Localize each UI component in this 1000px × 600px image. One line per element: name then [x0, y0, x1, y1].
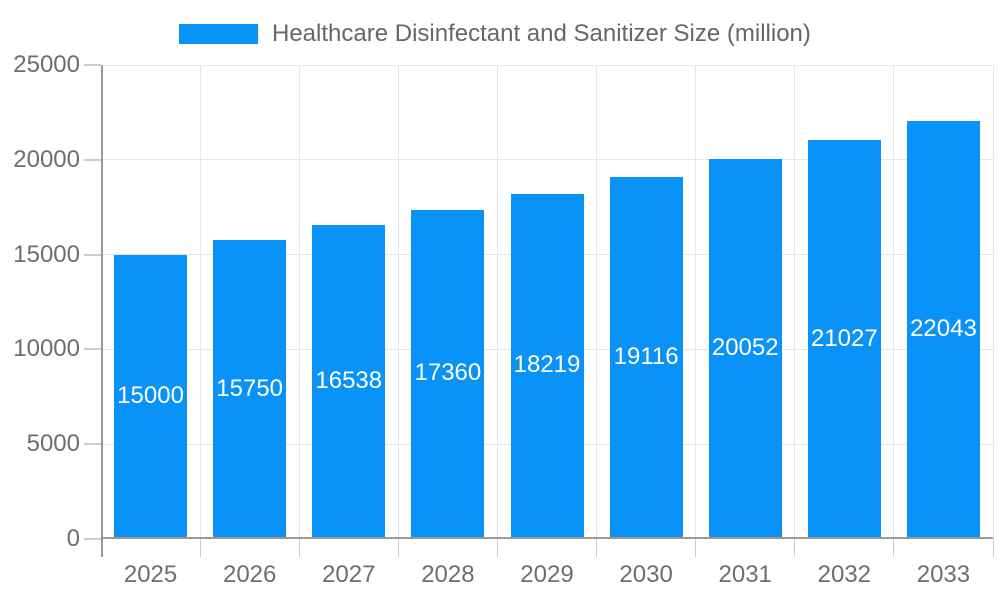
gridline-vertical — [397, 65, 399, 539]
bar-2028[interactable]: 17360 — [411, 209, 485, 537]
legend-item[interactable]: Healthcare Disinfectant and Sanitizer Si… — [179, 22, 811, 46]
gridline-horizontal — [101, 64, 993, 66]
y-axis-tick-label: 15000 — [13, 240, 80, 268]
gridline-vertical — [596, 65, 598, 539]
bar-value-label: 15000 — [117, 381, 184, 409]
x-axis-category-label: 2027 — [322, 561, 376, 588]
gridline-vertical — [199, 65, 201, 539]
plot-area: 0 5000 10000 15000 20000 25000 15000 2025 15750 2… — [13, 51, 994, 588]
y-axis-tick-label: 25000 — [13, 51, 80, 78]
bar-value-label: 16538 — [315, 367, 383, 395]
gridline-horizontal — [101, 159, 993, 161]
bar-value-label: 21027 — [810, 324, 878, 352]
bar-value-label: 22043 — [910, 315, 977, 343]
x-axis-category-label: 2028 — [421, 561, 475, 588]
x-axis-category-label: 2025 — [123, 561, 178, 588]
bar-value-label: 19116 — [613, 342, 679, 370]
x-axis-category-label: 2031 — [718, 561, 772, 588]
x-axis-category-label: 2032 — [817, 561, 872, 588]
y-axis-tick-label: 0 — [66, 525, 80, 552]
y-axis-tick — [84, 538, 101, 540]
bar-2027[interactable]: 16538 — [312, 225, 386, 537]
bar-2031[interactable]: 20052 — [708, 158, 782, 537]
bar-value-label: 18219 — [513, 351, 581, 379]
x-axis-category-label: 2026 — [222, 561, 277, 588]
gridline-vertical — [992, 65, 994, 539]
x-axis-line — [101, 537, 993, 539]
y-axis-tick — [84, 253, 101, 256]
bar-2029[interactable]: 18219 — [510, 193, 584, 537]
y-axis-tick-label: 20000 — [13, 145, 80, 173]
x-axis-tick — [596, 539, 598, 557]
bar-2032[interactable]: 21027 — [807, 140, 881, 537]
bar-value-label: 17360 — [414, 359, 482, 387]
y-axis-tick — [84, 443, 101, 446]
gridline-vertical — [794, 65, 796, 539]
gridline-vertical — [893, 65, 895, 539]
legend-label: Healthcare Disinfectant and Sanitizer Si… — [272, 20, 811, 47]
x-axis-tick — [794, 539, 796, 557]
bar-2026[interactable]: 15750 — [213, 240, 287, 537]
x-axis-category-label: 2029 — [520, 561, 574, 588]
bar-2030[interactable]: 19116 — [609, 176, 683, 537]
x-axis-category-label: 2030 — [619, 561, 673, 588]
gridline-vertical — [496, 65, 498, 539]
x-axis-tick — [298, 539, 300, 557]
x-axis-tick — [199, 539, 201, 557]
x-axis-tick — [496, 539, 498, 557]
y-axis-tick-label: 10000 — [13, 335, 80, 363]
y-axis-tick — [84, 64, 101, 66]
y-axis-tick — [84, 348, 101, 351]
y-axis-tick-label: 5000 — [26, 430, 80, 458]
legend-swatch — [179, 24, 258, 44]
x-axis-category-label: 2033 — [916, 561, 971, 588]
bar-2025[interactable]: 15000 — [114, 254, 188, 537]
x-axis-tick — [893, 539, 895, 557]
y-axis-tick — [84, 158, 101, 161]
x-axis-tick — [992, 539, 994, 557]
x-axis-tick — [397, 539, 399, 557]
bar-value-label: 15750 — [216, 374, 284, 402]
gridline-vertical — [695, 65, 697, 539]
gridline-vertical — [298, 65, 300, 539]
bar-value-label: 20052 — [711, 333, 779, 361]
x-axis-tick — [695, 539, 697, 557]
y-axis-line — [101, 65, 103, 557]
bar-2033[interactable]: 22043 — [906, 121, 980, 537]
